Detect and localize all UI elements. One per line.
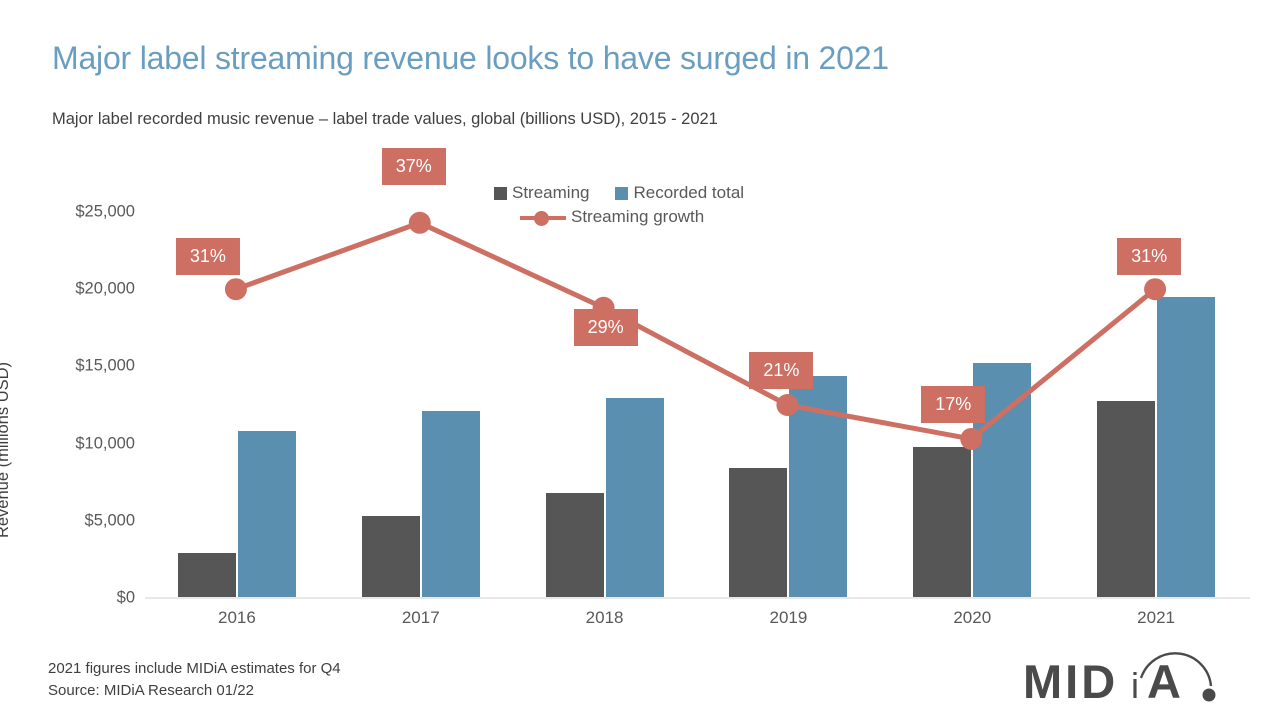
svg-text:i: i <box>1131 665 1139 706</box>
legend-label-recorded-total: Recorded total <box>633 183 745 202</box>
growth-point-marker[interactable] <box>408 211 431 234</box>
growth-point-marker[interactable] <box>960 427 983 450</box>
bar-recorded-total[interactable] <box>605 398 664 598</box>
growth-data-label: 31% <box>175 238 240 276</box>
x-axis-line <box>145 597 1250 599</box>
growth-point-marker[interactable] <box>776 394 799 416</box>
legend-item-recorded-total[interactable]: Recorded total <box>615 183 744 203</box>
bar-streaming[interactable] <box>545 493 604 598</box>
svg-text:A: A <box>1147 655 1181 708</box>
bar-recorded-total[interactable] <box>1157 296 1216 598</box>
bar-streaming[interactable] <box>177 553 236 598</box>
growth-point-marker[interactable] <box>1144 278 1167 301</box>
y-tick-label: $25,000 <box>75 202 135 221</box>
x-tick-label: 2018 <box>585 608 624 627</box>
footnote-estimates: 2021 figures include MIDiA estimates for… <box>48 660 341 677</box>
bar-group <box>177 212 296 598</box>
bar-group <box>545 212 664 598</box>
y-tick-label: $20,000 <box>75 279 135 298</box>
growth-line-layer <box>224 211 1167 450</box>
footnote-source: Source: MIDiA Research 01/22 <box>48 681 254 699</box>
bar-recorded-total[interactable] <box>237 431 296 598</box>
growth-point-marker[interactable] <box>224 278 247 301</box>
bar-group <box>1097 212 1216 598</box>
plot-area <box>145 212 1248 598</box>
y-tick-label: $10,000 <box>75 434 135 453</box>
bar-streaming[interactable] <box>913 446 972 598</box>
y-tick-label: $15,000 <box>75 356 135 375</box>
x-tick-label: 2017 <box>401 608 440 627</box>
y-tick-label: $5,000 <box>84 511 135 530</box>
bar-streaming[interactable] <box>361 516 420 598</box>
legend-label-streaming: Streaming <box>512 183 590 202</box>
y-tick-label: $0 <box>116 588 135 607</box>
x-tick-label: 2021 <box>1137 608 1175 627</box>
chart-legend: Streaming Recorded total Streaming growt… <box>494 183 914 227</box>
growth-line-marker-icon <box>520 210 566 226</box>
recorded-total-swatch-icon <box>615 186 629 200</box>
legend-item-streaming-growth[interactable]: Streaming growth <box>520 207 704 227</box>
x-tick-label: 2020 <box>953 608 992 627</box>
x-axis-ticks: 2016 2017 2018 2019 2020 2021 <box>145 608 1248 642</box>
x-tick-label: 2016 <box>218 608 256 627</box>
midia-logo: MID i A <box>1023 652 1216 708</box>
bar-streaming[interactable] <box>1097 401 1156 598</box>
growth-line <box>235 220 1157 442</box>
legend-label-streaming-growth: Streaming growth <box>571 207 705 226</box>
growth-data-label: 31% <box>1117 238 1182 276</box>
growth-data-label: 17% <box>921 385 986 423</box>
legend-item-streaming[interactable]: Streaming <box>494 183 589 203</box>
streaming-swatch-icon <box>494 186 507 200</box>
y-axis-ticks: $0 $5,000 $10,000 $15,000 $20,000 $25,000 <box>10 203 135 607</box>
bar-streaming[interactable] <box>729 468 788 598</box>
bar-recorded-total[interactable] <box>421 411 480 598</box>
growth-data-label: 21% <box>749 352 814 389</box>
x-tick-label: 2019 <box>769 608 808 627</box>
growth-data-label: 29% <box>573 308 638 346</box>
svg-text:MID: MID <box>1023 655 1118 708</box>
page-title: Major label streaming revenue looks to h… <box>52 40 889 76</box>
bar-group <box>361 212 480 598</box>
footnotes: 2021 figures include MIDiA estimates for… <box>48 658 341 702</box>
growth-data-label: 37% <box>381 147 446 185</box>
chart-subtitle: Major label recorded music revenue – lab… <box>52 110 718 128</box>
